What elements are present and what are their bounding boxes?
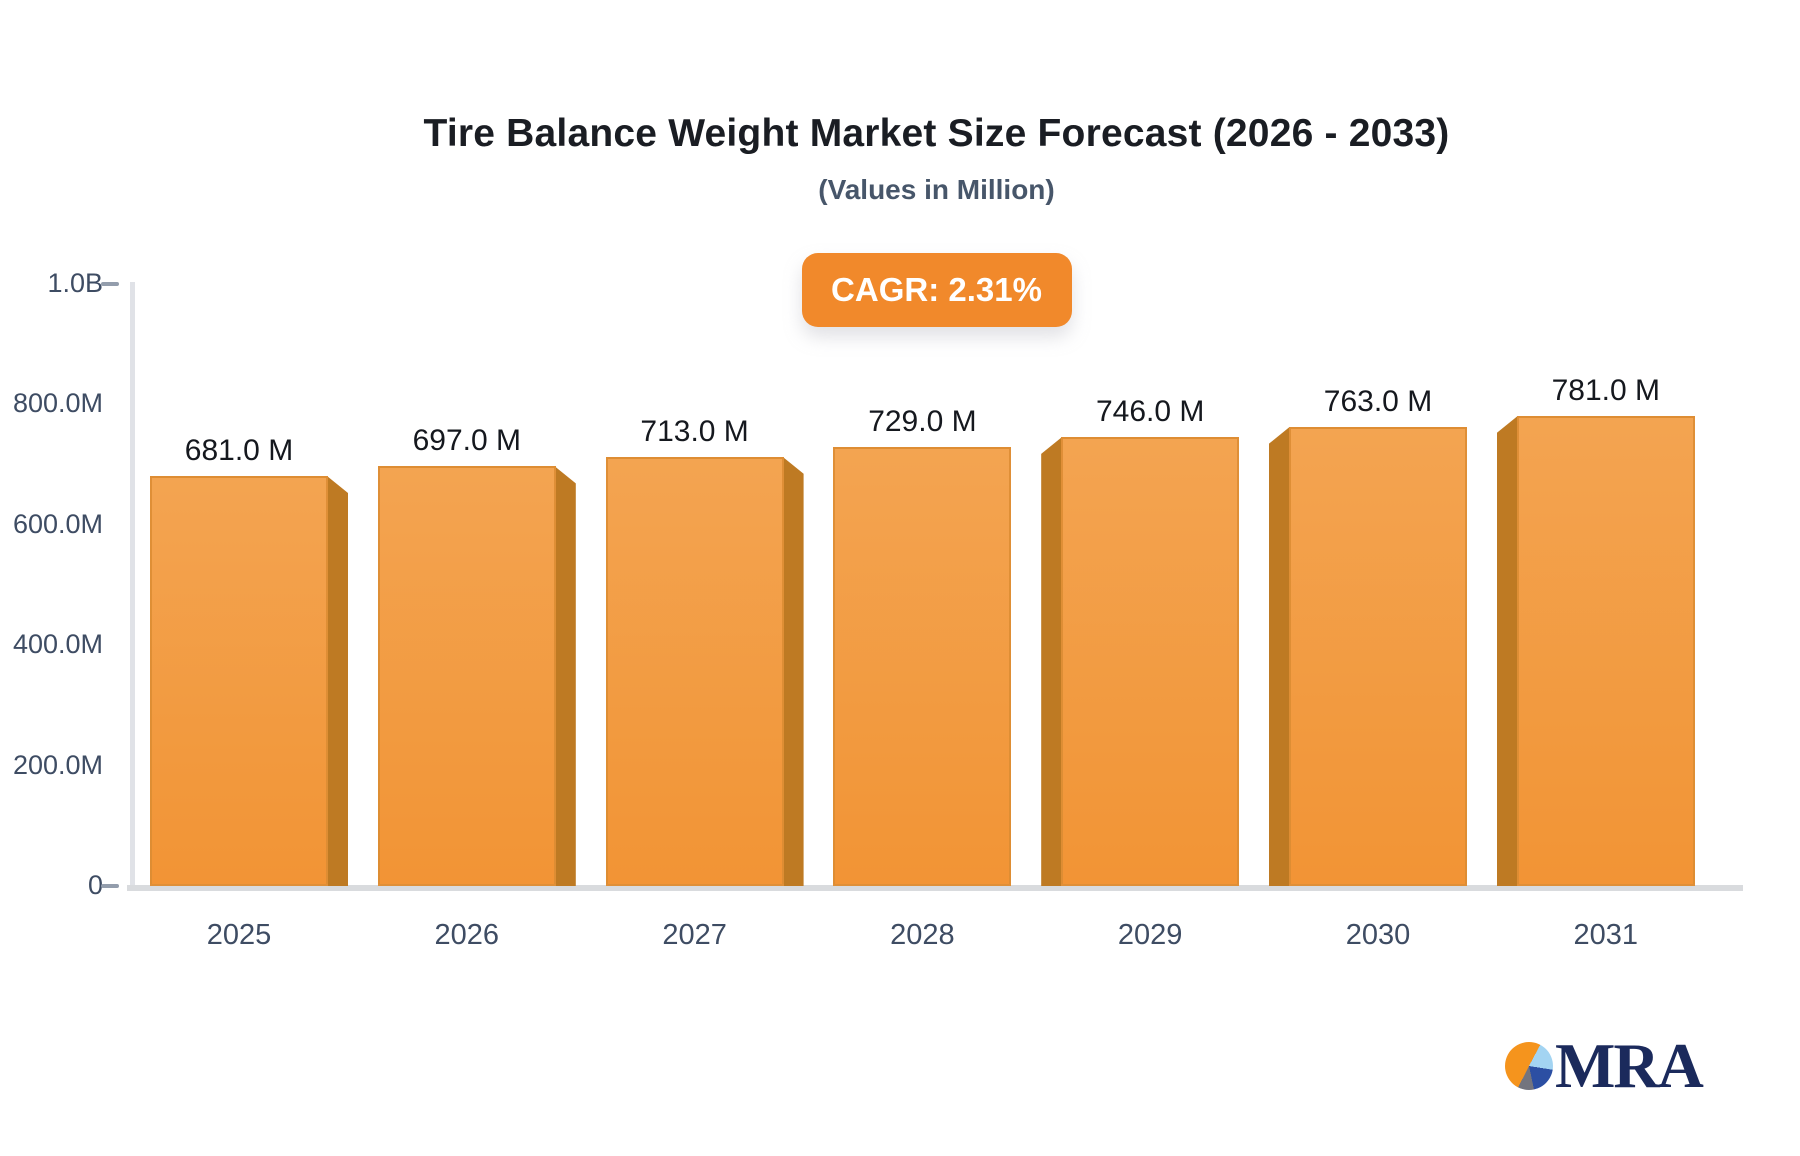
- y-axis-tick-label: 200.0M: [12, 749, 103, 780]
- bar-2026: [377, 466, 556, 886]
- x-axis-label: 2029: [1117, 919, 1183, 951]
- y-axis-line: [130, 282, 135, 891]
- x-axis-line: [127, 885, 1743, 891]
- chart-title: Tire Balance Weight Market Size Forecast…: [423, 112, 1450, 155]
- x-axis-label: 2031: [1573, 919, 1639, 951]
- x-axis-label: 2025: [206, 919, 272, 951]
- bar-side-face: [327, 476, 348, 886]
- x-axis-label: 2026: [434, 919, 500, 951]
- y-axis-tick-label: 0: [87, 870, 103, 900]
- pie-chart-icon: [1505, 1042, 1553, 1090]
- bar-2025: [150, 476, 328, 886]
- y-axis-tick-label: 400.0M: [12, 629, 103, 660]
- cagr-badge-wrapper: CAGR: 2.31%: [130, 253, 1743, 327]
- bar-2031: [1516, 415, 1695, 886]
- y-axis-tick-label: 1.0B: [47, 268, 103, 298]
- bar-value-label: 781.0 M: [1551, 373, 1660, 407]
- y-axis-tick-label: 800.0M: [12, 388, 103, 419]
- y-axis-tick-label: 600.0M: [12, 508, 103, 539]
- bar-value-label: 713.0 M: [640, 414, 749, 448]
- bar-value-label: 697.0 M: [412, 424, 521, 458]
- bar-side-face: [1496, 415, 1518, 886]
- bar-value-label: 729.0 M: [868, 405, 977, 439]
- bar-side-face: [782, 456, 804, 886]
- bar-2030: [1289, 426, 1467, 886]
- x-axis-label: 2027: [662, 919, 727, 951]
- bar-2029: [1061, 436, 1240, 886]
- bar-side-face: [554, 466, 576, 886]
- y-axis-tick-mark: [101, 884, 119, 888]
- x-axis-label: 2028: [890, 919, 955, 951]
- chart-subtitle: (Values in Million): [818, 174, 1055, 205]
- bar-value-label: 763.0 M: [1323, 384, 1433, 418]
- bar-side-face: [1041, 436, 1063, 886]
- cagr-badge: CAGR: 2.31%: [801, 253, 1072, 327]
- bar-value-label: 681.0 M: [184, 434, 294, 468]
- x-axis-label: 2030: [1345, 919, 1411, 951]
- bar-side-face: [1269, 426, 1290, 886]
- brand-logo: MRA: [1505, 1030, 1704, 1101]
- bar-value-label: 746.0 M: [1095, 394, 1205, 428]
- bar-2028: [833, 447, 1012, 886]
- brand-name: MRA: [1555, 1030, 1704, 1101]
- y-axis-tick-mark: [101, 282, 119, 286]
- bar-2027: [605, 456, 784, 886]
